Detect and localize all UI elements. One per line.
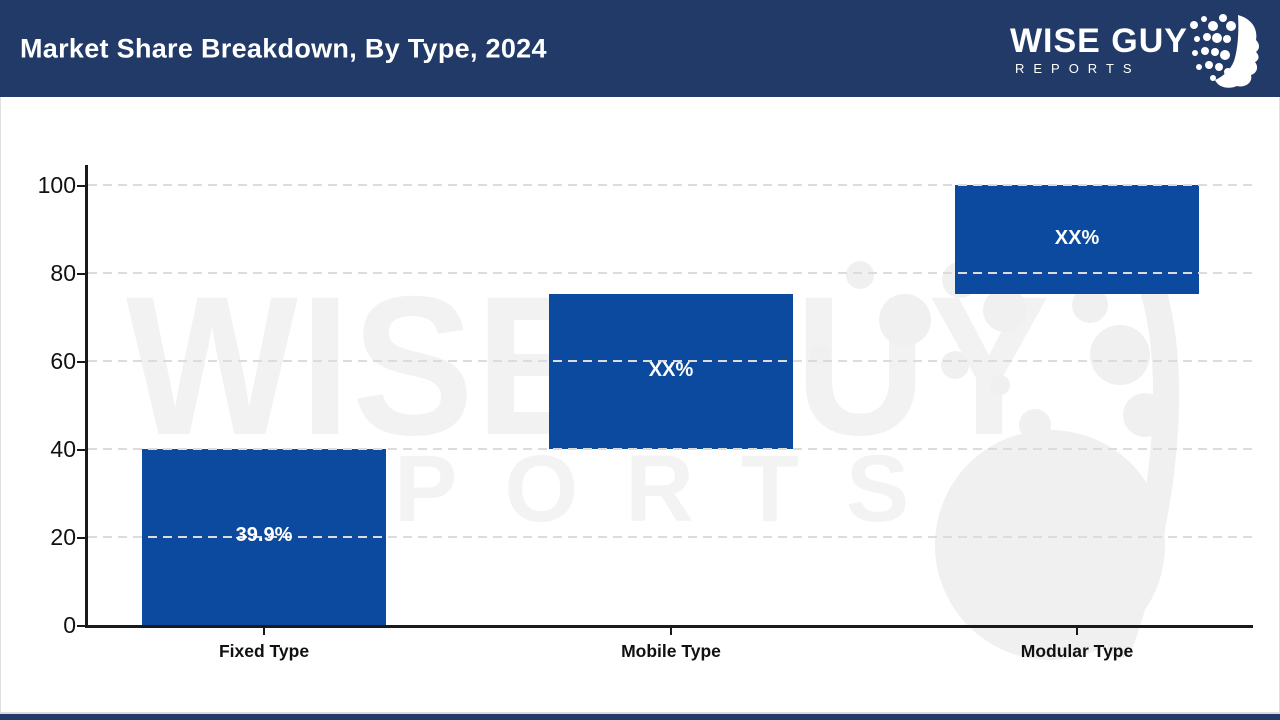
y-tick-mark-100 bbox=[77, 185, 85, 187]
left-border bbox=[0, 97, 1, 720]
gridline-20 bbox=[88, 536, 1253, 538]
gridline-100 bbox=[88, 184, 1253, 186]
x-tick-mark-mobile-type bbox=[670, 628, 672, 635]
y-tick-label-80: 80 bbox=[50, 260, 76, 286]
x-tick-label-modular-type: Modular Type bbox=[1020, 641, 1134, 661]
wiseguy-logo: WISE GUY REPORTS bbox=[1010, 11, 1264, 89]
page-title: Market Share Breakdown, By Type, 2024 bbox=[20, 33, 547, 63]
bar-value-label-mobile-type: XX% bbox=[648, 358, 694, 381]
x-tick-mark-fixed-type bbox=[263, 628, 265, 635]
y-tick-mark-40 bbox=[77, 449, 85, 451]
y-tick-label-20: 20 bbox=[50, 524, 76, 550]
gridline-60 bbox=[88, 360, 1253, 362]
y-tick-label-0: 0 bbox=[63, 612, 76, 638]
x-tick-label-mobile-type: Mobile Type bbox=[621, 641, 721, 661]
logo-reports-label: REPORTS bbox=[1014, 61, 1141, 76]
y-tick-label-100: 100 bbox=[37, 172, 76, 198]
x-axis-line bbox=[85, 625, 1253, 628]
y-tick-mark-80 bbox=[77, 273, 85, 275]
x-tick-label-fixed-type: Fixed Type bbox=[218, 641, 310, 661]
y-tick-mark-60 bbox=[77, 361, 85, 363]
header: Market Share Breakdown, By Type, 2024 WI… bbox=[0, 0, 1280, 97]
logo-wiseguy-label: WISE GUY bbox=[1009, 22, 1188, 60]
y-tick-label-40: 40 bbox=[50, 436, 76, 462]
y-tick-mark-0 bbox=[77, 625, 85, 627]
bar-mobile-type bbox=[549, 294, 793, 450]
footer-bar bbox=[0, 714, 1280, 720]
gridline-80 bbox=[88, 272, 1253, 274]
logo-text: WISE GUY REPORTS bbox=[1010, 24, 1188, 76]
bar-value-label-modular-type: XX% bbox=[1054, 226, 1100, 249]
logo-face-icon bbox=[1190, 14, 1259, 88]
y-tick-mark-20 bbox=[77, 537, 85, 539]
gridline-40 bbox=[88, 448, 1253, 450]
bar-value-label-fixed-type: 39.9% bbox=[235, 524, 293, 547]
y-axis-line bbox=[85, 165, 88, 628]
bottom-border-line bbox=[0, 712, 1280, 714]
y-tick-label-60: 60 bbox=[50, 348, 76, 374]
x-tick-mark-modular-type bbox=[1076, 628, 1078, 635]
